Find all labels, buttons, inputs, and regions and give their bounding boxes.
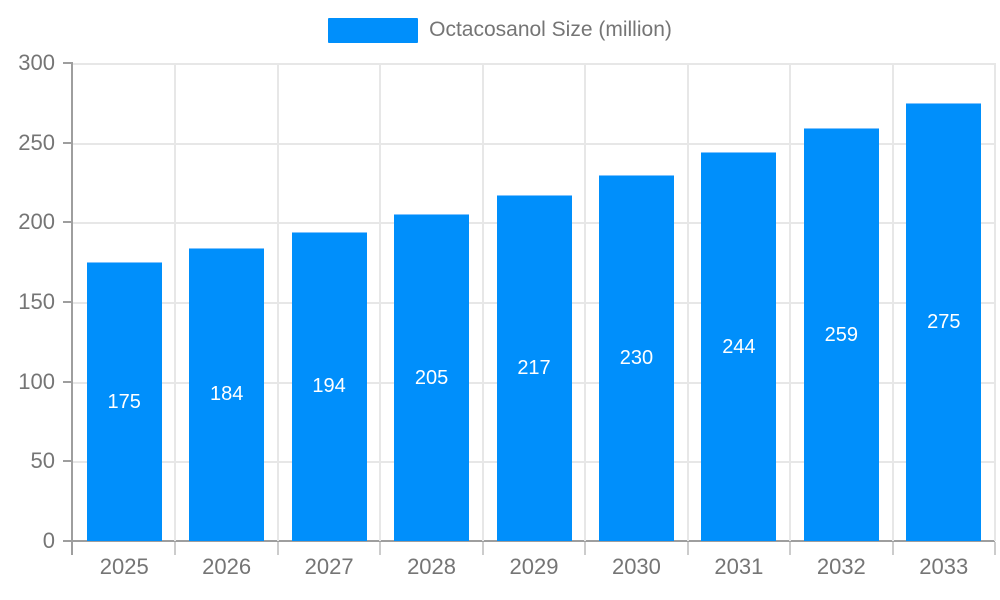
x-axis-label-2031: 2031 [714,554,764,579]
y-axis-tick [63,141,73,144]
y-axis-tick [63,62,73,64]
y-axis-tick [63,540,73,542]
x-axis-label-2026: 2026 [202,554,252,579]
x-axis-tick [584,542,587,555]
y-axis-tick-label: 50 [30,448,55,474]
gridline-vertical [276,63,279,541]
bar-value-label-2031: 244 [722,335,756,358]
x-axis-tick [789,542,792,555]
plot-area: 175 184 194 205 217 230 244 259 275 [73,63,996,541]
gridline-vertical [994,63,996,541]
gridline-vertical [481,63,484,541]
x-axis-label-2028: 2028 [407,554,457,579]
bar-2028[interactable] [394,214,470,541]
bar-2031[interactable] [701,152,777,541]
x-axis-label-2032: 2032 [816,554,866,579]
bar-value-label-2032: 259 [824,323,859,346]
x-axis-label-2033: 2033 [919,554,969,579]
gridline-horizontal [73,63,995,65]
x-axis-tick [891,542,894,555]
bar-2032[interactable] [803,128,879,541]
y-axis-tick-label: 300 [18,50,55,75]
y-axis-tick-label: 250 [18,129,55,155]
x-axis-tick [379,542,382,555]
x-axis-line [63,540,995,542]
bar-2030[interactable] [598,174,674,541]
legend-item[interactable]: Octacosanol Size (million) [328,16,672,44]
x-axis-tick [481,542,484,555]
bar-value-label-2026: 184 [209,383,244,406]
gridline-vertical [584,63,587,541]
y-axis-tick [63,380,73,383]
bar-value-label-2033: 275 [927,310,961,333]
y-axis-tick-label: 100 [18,368,55,394]
legend: Octacosanol Size (million) [0,16,1000,44]
gridline-vertical [174,63,177,541]
legend-swatch-icon [328,17,419,43]
x-axis-tick [174,542,177,555]
y-axis-line [71,63,73,555]
y-axis-tick [63,221,73,224]
y-axis-tick-label: 200 [18,209,55,235]
bar-2025[interactable] [86,262,162,541]
x-axis-label-2029: 2029 [509,554,559,579]
bar-2026[interactable] [189,247,265,541]
x-axis-tick [994,542,996,555]
y-axis-tick [63,460,73,463]
bar-value-label-2029: 217 [517,357,551,380]
x-axis-label-2030: 2030 [611,554,661,579]
bar-value-label-2030: 230 [619,346,654,369]
x-axis-tick [686,542,689,555]
gridline-vertical [379,63,382,541]
x-axis-label-2027: 2027 [304,554,354,579]
gridline-horizontal [73,142,995,145]
bar-value-label-2027: 194 [312,375,346,398]
gridline-vertical [789,63,792,541]
gridline-vertical [891,63,894,541]
y-axis-tick-label: 150 [18,289,55,314]
bar-value-label-2028: 205 [414,366,449,389]
x-axis-tick [276,542,279,555]
x-axis-label-2025: 2025 [99,554,149,579]
legend-label: Octacosanol Size (million) [429,18,672,41]
y-axis-tick [63,301,73,303]
y-axis-tick-label: 0 [42,528,55,553]
bar-2029[interactable] [496,195,572,541]
bar-value-label-2025: 175 [107,390,141,413]
bar-2027[interactable] [291,231,367,541]
gridline-vertical [686,63,689,541]
bar-2033[interactable] [906,102,982,541]
y-axis-labels: 0 50 100 150 200 250 300 [0,0,55,600]
